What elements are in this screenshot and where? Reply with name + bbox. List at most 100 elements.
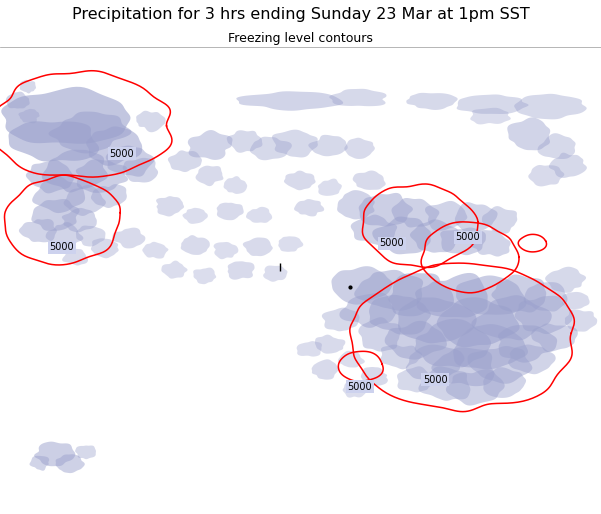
Polygon shape <box>514 296 573 334</box>
Polygon shape <box>332 266 392 305</box>
Polygon shape <box>227 130 263 153</box>
Polygon shape <box>181 235 210 255</box>
Polygon shape <box>161 261 188 279</box>
Polygon shape <box>361 367 388 386</box>
Polygon shape <box>156 196 184 216</box>
Polygon shape <box>20 80 36 94</box>
Polygon shape <box>406 344 465 381</box>
Polygon shape <box>508 344 556 374</box>
Polygon shape <box>457 95 529 114</box>
Polygon shape <box>217 203 244 220</box>
Polygon shape <box>344 138 375 159</box>
Polygon shape <box>136 111 166 132</box>
Polygon shape <box>410 219 460 253</box>
Polygon shape <box>26 160 74 193</box>
Polygon shape <box>338 351 365 368</box>
Polygon shape <box>42 150 108 193</box>
Polygon shape <box>470 108 511 124</box>
Polygon shape <box>64 185 106 216</box>
Polygon shape <box>278 236 304 252</box>
Polygon shape <box>528 165 564 187</box>
Text: Freezing level contours: Freezing level contours <box>228 32 373 45</box>
Polygon shape <box>549 153 587 178</box>
Polygon shape <box>91 184 127 208</box>
Polygon shape <box>46 222 84 247</box>
Polygon shape <box>483 367 526 398</box>
Polygon shape <box>106 145 154 177</box>
Polygon shape <box>315 335 346 354</box>
Polygon shape <box>397 366 435 392</box>
Polygon shape <box>453 324 528 369</box>
Polygon shape <box>343 381 367 398</box>
Polygon shape <box>437 297 520 347</box>
Polygon shape <box>224 176 247 194</box>
Polygon shape <box>76 226 105 247</box>
Polygon shape <box>354 270 423 310</box>
Polygon shape <box>432 347 495 386</box>
Polygon shape <box>312 359 339 380</box>
Polygon shape <box>537 133 576 159</box>
Polygon shape <box>188 130 233 160</box>
Text: 5000: 5000 <box>423 375 447 384</box>
Polygon shape <box>76 159 128 193</box>
Polygon shape <box>358 317 401 352</box>
Polygon shape <box>425 201 468 231</box>
Polygon shape <box>318 178 342 196</box>
Polygon shape <box>498 325 557 363</box>
Polygon shape <box>19 219 57 242</box>
Polygon shape <box>236 91 343 111</box>
Polygon shape <box>562 292 590 309</box>
Polygon shape <box>32 177 85 213</box>
Polygon shape <box>243 237 273 256</box>
Polygon shape <box>294 199 324 216</box>
Polygon shape <box>385 321 447 360</box>
Polygon shape <box>297 341 322 357</box>
Polygon shape <box>359 193 413 227</box>
Polygon shape <box>272 130 318 157</box>
Polygon shape <box>123 158 158 182</box>
Polygon shape <box>142 242 168 259</box>
Polygon shape <box>388 273 454 316</box>
Polygon shape <box>545 267 586 293</box>
Text: 5000: 5000 <box>50 242 75 252</box>
Polygon shape <box>406 93 457 110</box>
Text: 5000: 5000 <box>110 149 134 159</box>
Polygon shape <box>195 166 224 186</box>
Polygon shape <box>8 121 99 161</box>
Polygon shape <box>34 442 75 466</box>
Polygon shape <box>308 135 348 156</box>
Polygon shape <box>56 454 85 473</box>
Polygon shape <box>250 137 292 160</box>
Polygon shape <box>263 266 287 282</box>
Polygon shape <box>492 274 546 313</box>
Polygon shape <box>565 309 597 332</box>
Polygon shape <box>351 215 397 246</box>
Polygon shape <box>86 126 142 166</box>
Polygon shape <box>372 216 431 254</box>
Polygon shape <box>531 323 578 352</box>
Polygon shape <box>369 295 431 335</box>
Polygon shape <box>6 91 29 108</box>
Text: 5000: 5000 <box>456 232 480 243</box>
Polygon shape <box>246 207 272 223</box>
Polygon shape <box>228 261 255 280</box>
Polygon shape <box>469 230 511 256</box>
Polygon shape <box>29 456 49 471</box>
Polygon shape <box>337 190 375 219</box>
Polygon shape <box>482 206 517 234</box>
Polygon shape <box>183 208 208 224</box>
Polygon shape <box>455 202 498 231</box>
Text: 5000: 5000 <box>348 381 372 392</box>
Polygon shape <box>441 228 486 255</box>
Polygon shape <box>514 94 587 119</box>
Polygon shape <box>49 112 132 153</box>
Polygon shape <box>456 276 526 315</box>
Polygon shape <box>353 171 386 190</box>
Polygon shape <box>284 171 316 190</box>
Polygon shape <box>398 298 477 343</box>
Text: 5000: 5000 <box>380 238 404 248</box>
Polygon shape <box>391 198 439 228</box>
Polygon shape <box>471 295 552 340</box>
Polygon shape <box>415 273 487 318</box>
Polygon shape <box>213 242 239 259</box>
